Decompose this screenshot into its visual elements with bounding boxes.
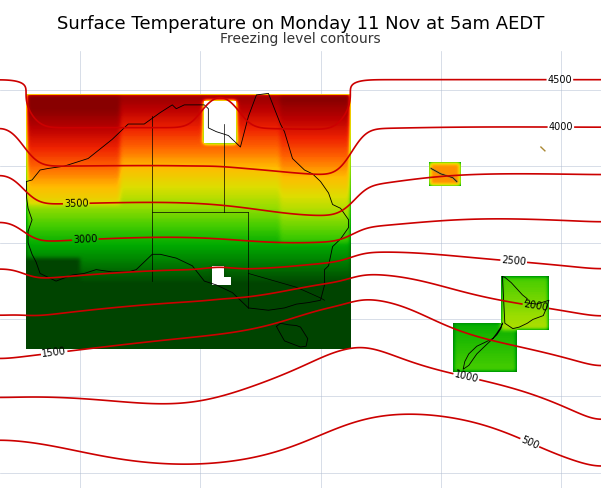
Text: 4500: 4500 [548, 75, 572, 85]
Text: 3500: 3500 [64, 198, 89, 209]
Text: Freezing level contours: Freezing level contours [220, 32, 381, 46]
Text: 1000: 1000 [453, 369, 480, 385]
Text: 4000: 4000 [549, 122, 573, 132]
Text: 2500: 2500 [501, 255, 526, 267]
Text: 500: 500 [519, 434, 540, 451]
Text: 1500: 1500 [41, 346, 67, 359]
Text: Surface Temperature on Monday 11 Nov at 5am AEDT: Surface Temperature on Monday 11 Nov at … [57, 15, 544, 33]
Text: 3000: 3000 [73, 234, 98, 245]
Text: 2000: 2000 [523, 299, 549, 313]
